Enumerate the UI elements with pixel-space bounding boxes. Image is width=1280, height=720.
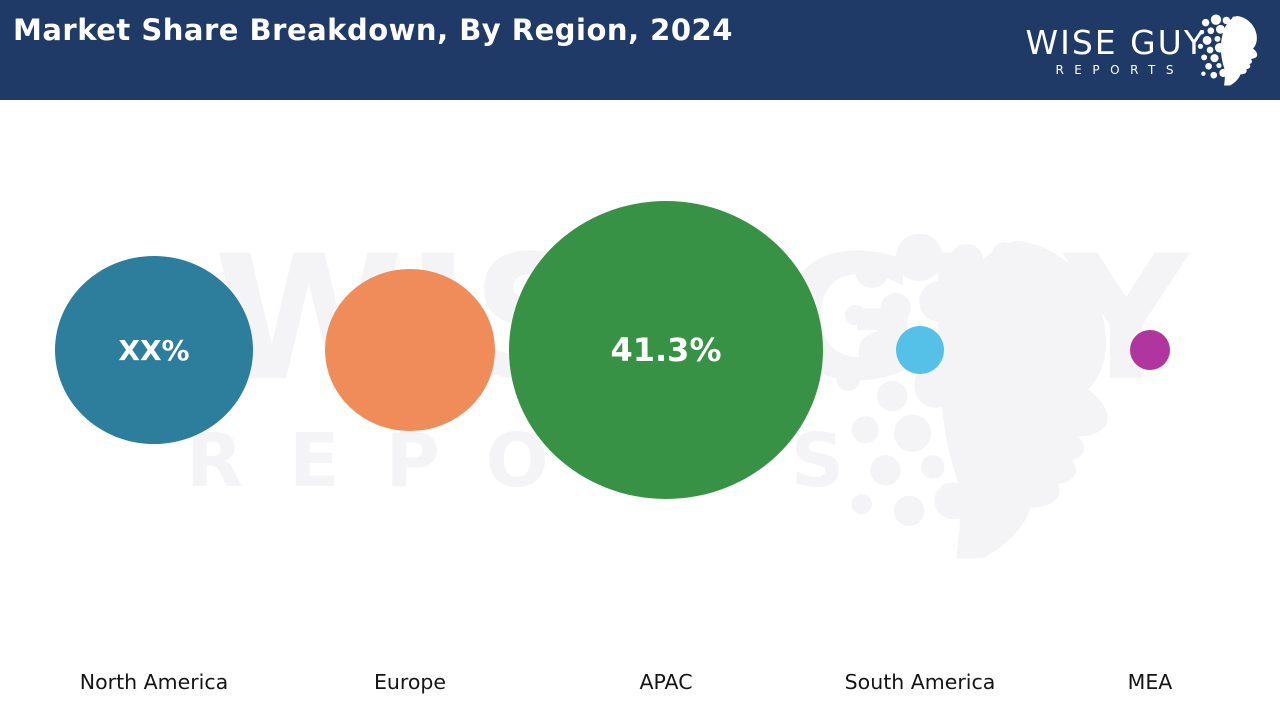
logo-subtitle: REPORTS [1055,63,1184,77]
logo-text: WISE GUY REPORTS [1025,23,1206,77]
category-label-south-america: South America [844,670,996,694]
bubble-value-label-north-america: XX% [118,333,190,367]
category-label-north-america: North America [79,670,229,694]
category-label-mea: MEA [1127,670,1173,694]
bubble-mea [1130,330,1170,370]
bubble-north-america: XX% [55,256,253,444]
watermark-head-icon [836,233,1108,559]
bubble-europe [325,269,495,431]
bubble-chart: WISE GUY REPORTS XX%North AmericaEurope4… [0,100,1280,720]
logo-wordmark: WISE GUY [1025,23,1206,62]
header-bar: Market Share Breakdown, By Region, 2024 … [0,0,1280,100]
wise-guy-logo: WISE GUY REPORTS [1025,2,1270,98]
bubble-apac: 41.3% [509,201,823,499]
page-title: Market Share Breakdown, By Region, 2024 [13,13,733,47]
category-label-apac: APAC [639,670,693,694]
bubble-south-america [896,326,944,374]
bubble-value-label-apac: 41.3% [610,331,722,369]
logo-head-icon [1197,14,1258,86]
category-label-europe: Europe [373,670,447,694]
